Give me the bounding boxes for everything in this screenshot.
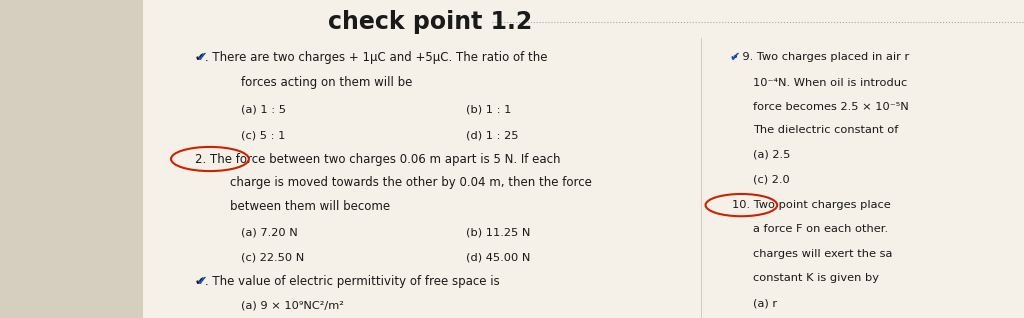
Text: • 9. Two charges placed in air r: • 9. Two charges placed in air r [732, 52, 909, 62]
Text: (d) 1 : 25: (d) 1 : 25 [466, 130, 518, 140]
Text: a force F on each other.: a force F on each other. [753, 224, 888, 234]
Text: (b) 1 : 1: (b) 1 : 1 [466, 105, 511, 115]
Text: (a) r: (a) r [753, 299, 777, 309]
Text: (c) 2.0: (c) 2.0 [753, 175, 790, 185]
Text: ✔: ✔ [197, 275, 207, 288]
Text: The dielectric constant of: The dielectric constant of [753, 125, 898, 135]
Text: 10⁻⁴N. When oil is introduc: 10⁻⁴N. When oil is introduc [753, 78, 907, 88]
Text: (a) 7.20 N: (a) 7.20 N [241, 227, 297, 237]
Text: (a) 9 × 10⁹NC²/m²: (a) 9 × 10⁹NC²/m² [241, 300, 343, 310]
Text: ✔. There are two charges + 1μC and +5μC. The ratio of the: ✔. There are two charges + 1μC and +5μC.… [195, 51, 547, 64]
Text: (a) 2.5: (a) 2.5 [753, 149, 790, 159]
Text: (d) 45.00 N: (d) 45.00 N [466, 252, 530, 263]
Text: (c) 5 : 1: (c) 5 : 1 [241, 130, 285, 140]
Text: (a) 1 : 5: (a) 1 : 5 [241, 105, 286, 115]
Text: charges will exert the sa: charges will exert the sa [753, 249, 892, 259]
Text: constant K is given by: constant K is given by [753, 273, 879, 283]
Text: force becomes 2.5 × 10⁻⁵N: force becomes 2.5 × 10⁻⁵N [753, 101, 908, 112]
Text: ✔: ✔ [197, 51, 207, 64]
Text: (c) 22.50 N: (c) 22.50 N [241, 252, 304, 263]
Text: forces acting on them will be: forces acting on them will be [241, 76, 412, 89]
Text: charge is moved towards the other by 0.04 m, then the force: charge is moved towards the other by 0.0… [230, 176, 592, 189]
Text: (b) 11.25 N: (b) 11.25 N [466, 227, 530, 237]
Text: ✔. The value of electric permittivity of free space is: ✔. The value of electric permittivity of… [195, 275, 500, 288]
FancyBboxPatch shape [133, 0, 1024, 318]
Text: ✔: ✔ [729, 51, 739, 64]
Text: check point 1.2: check point 1.2 [328, 10, 531, 34]
Text: between them will become: between them will become [230, 200, 390, 213]
Text: 10. Two point charges place: 10. Two point charges place [732, 200, 891, 210]
Text: 2. The force between two charges 0.06 m apart is 5 N. If each: 2. The force between two charges 0.06 m … [195, 153, 560, 165]
FancyBboxPatch shape [0, 0, 143, 318]
